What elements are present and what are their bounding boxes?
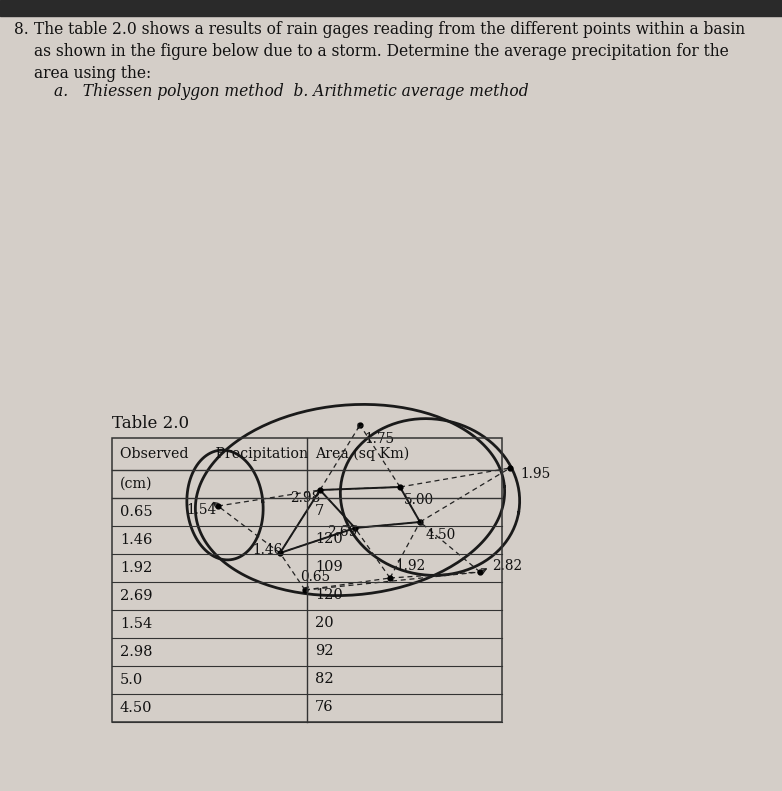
Text: 1.92: 1.92 bbox=[395, 559, 425, 573]
Text: area using the:: area using the: bbox=[34, 65, 151, 82]
Text: 1.95: 1.95 bbox=[520, 467, 551, 481]
Text: The table 2.0 shows a results of rain gages reading from the different points wi: The table 2.0 shows a results of rain ga… bbox=[34, 21, 745, 38]
Text: 76: 76 bbox=[315, 700, 334, 714]
Text: as shown in the figure below due to a storm. Determine the average precipitation: as shown in the figure below due to a st… bbox=[34, 43, 729, 60]
Text: 120: 120 bbox=[315, 588, 343, 602]
Text: 1.75: 1.75 bbox=[364, 432, 394, 446]
Text: 92: 92 bbox=[315, 644, 333, 658]
Text: 1.46: 1.46 bbox=[120, 533, 152, 547]
Text: a.   Thiessen polygon method  b. Arithmetic average method: a. Thiessen polygon method b. Arithmetic… bbox=[54, 83, 529, 100]
Text: 5.0: 5.0 bbox=[120, 673, 143, 687]
Text: 1.54: 1.54 bbox=[120, 617, 152, 631]
Text: 2.82: 2.82 bbox=[492, 559, 522, 573]
Text: 4.50: 4.50 bbox=[120, 701, 152, 715]
Text: 2.98: 2.98 bbox=[120, 645, 152, 659]
Text: 82: 82 bbox=[315, 672, 334, 686]
Text: 0.65: 0.65 bbox=[300, 570, 330, 584]
Text: 4.50: 4.50 bbox=[426, 528, 456, 542]
Text: 1.46: 1.46 bbox=[252, 543, 282, 557]
Text: Observed      Precipitation: Observed Precipitation bbox=[120, 447, 308, 461]
Text: 7: 7 bbox=[315, 504, 325, 518]
Text: 0.65: 0.65 bbox=[120, 505, 152, 519]
Text: 2.98: 2.98 bbox=[290, 491, 321, 505]
Text: 2.69: 2.69 bbox=[327, 525, 357, 539]
Text: 5.00: 5.00 bbox=[404, 493, 434, 507]
Text: Table 2.0: Table 2.0 bbox=[112, 415, 189, 432]
Bar bbox=[112, 438, 502, 722]
Text: (cm): (cm) bbox=[120, 477, 152, 491]
Bar bbox=[0, 0, 782, 16]
Text: 1.54: 1.54 bbox=[186, 503, 217, 517]
Text: 1.92: 1.92 bbox=[120, 561, 152, 575]
Text: 8.: 8. bbox=[14, 21, 29, 38]
Text: 109: 109 bbox=[315, 560, 343, 574]
Text: 20: 20 bbox=[315, 616, 334, 630]
Text: 120: 120 bbox=[315, 532, 343, 546]
Text: Area (sq Km): Area (sq Km) bbox=[315, 447, 409, 461]
Text: 2.69: 2.69 bbox=[120, 589, 152, 603]
